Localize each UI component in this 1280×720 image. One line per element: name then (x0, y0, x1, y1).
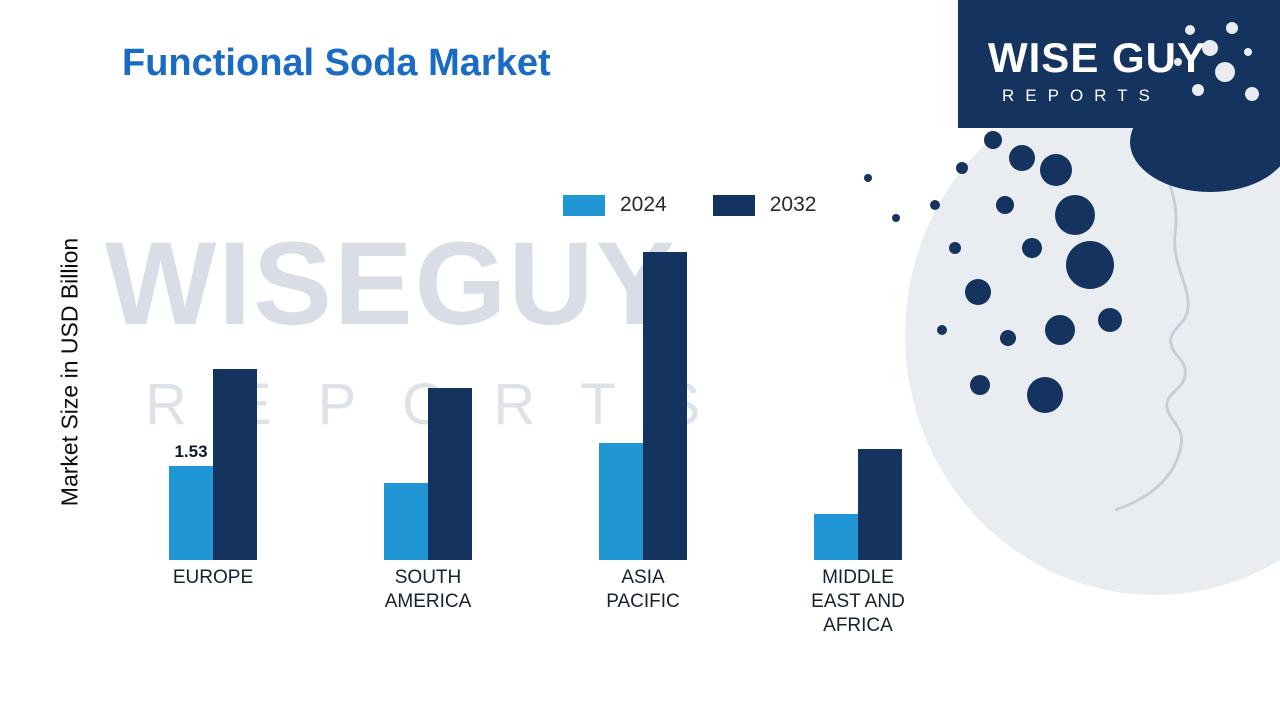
watermark: WISEGUY REPORTS (105, 225, 746, 438)
decorative-dot (1244, 48, 1252, 56)
legend-label-2024: 2024 (620, 193, 667, 216)
bar-2032-middle-east-and-africa (858, 449, 902, 560)
legend-swatch-2024 (563, 194, 605, 216)
decorative-dot (1022, 238, 1042, 258)
face-profile-icon (1114, 150, 1190, 512)
decorative-dot (1215, 62, 1235, 82)
legend-swatch-2032 (712, 194, 755, 216)
decorative-dot (1245, 87, 1259, 101)
decorative-dot (930, 200, 940, 210)
decorative-dot (996, 196, 1014, 214)
bar-2024-asia-pacific (599, 443, 643, 560)
value-label-2024-europe: 1.53 (174, 442, 208, 461)
bar-2032-asia-pacific (643, 252, 687, 560)
bar-2024-middle-east-and-africa (814, 514, 858, 560)
logo-wordmark: WISE GUY (988, 34, 1207, 81)
decorative-dot (1000, 330, 1016, 346)
page-title: Functional Soda Market (122, 42, 551, 84)
decorative-dot (1027, 377, 1063, 413)
decorative-dot (949, 242, 961, 254)
bar-2024-europe (169, 466, 213, 560)
category-label-asia-pacific: ASIA PACIFIC (606, 567, 680, 612)
decorative-dot (970, 375, 990, 395)
decorative-dot (1202, 40, 1218, 56)
category-label-middle-east-and-africa: MIDDLE EAST AND AFRICA (811, 567, 905, 636)
decorative-dot (956, 162, 968, 174)
decorative-dot (965, 279, 991, 305)
decorative-dot (1045, 315, 1075, 345)
decorative-dot (1009, 145, 1035, 171)
legend-label-2032: 2032 (769, 193, 817, 216)
category-label-europe: EUROPE (172, 567, 254, 588)
legend-item-2032: 2032 (712, 193, 817, 217)
decorative-dot (1174, 58, 1182, 66)
decorative-dot (1040, 154, 1072, 186)
decorative-dot (1098, 308, 1122, 332)
decorative-dot (1066, 241, 1114, 289)
bar-2024-south-america (384, 483, 428, 560)
bar-2032-south-america (428, 388, 472, 560)
bar-2032-europe (213, 369, 257, 560)
decorative-dot (937, 325, 947, 335)
logo-subtitle: REPORTS (1002, 86, 1161, 105)
decorative-dot (892, 214, 900, 222)
chart-legend: 2024 2032 (563, 193, 816, 217)
category-label-south-america: SOUTH AMERICA (384, 567, 472, 612)
decorative-dot (1192, 84, 1204, 96)
decorative-dot (1226, 22, 1238, 34)
decorative-dot (1185, 25, 1195, 35)
decorative-dot (984, 131, 1002, 149)
decorative-dot (1055, 195, 1095, 235)
legend-item-2024: 2024 (563, 193, 667, 217)
decorative-dot (864, 174, 872, 182)
watermark-line1: WISEGUY (105, 218, 677, 350)
